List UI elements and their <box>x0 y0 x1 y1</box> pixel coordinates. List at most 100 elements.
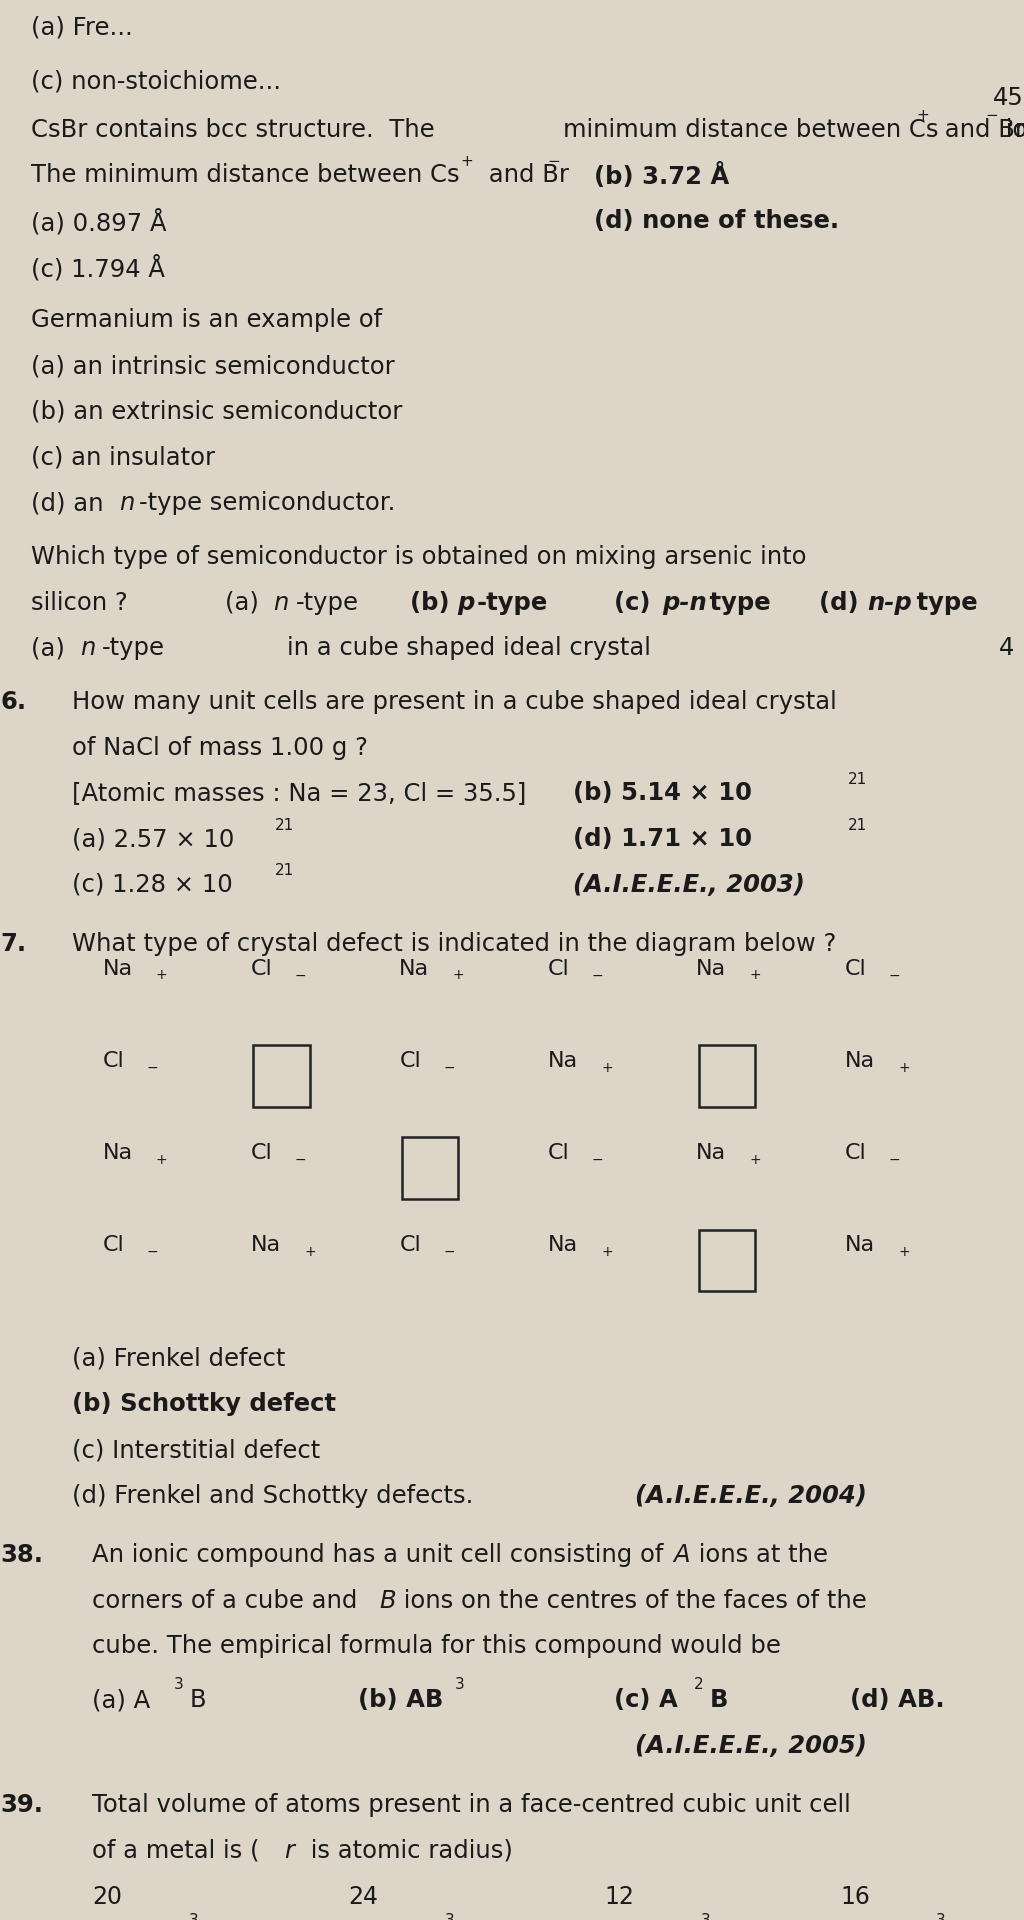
Text: +: + <box>750 1152 761 1167</box>
Text: (A.I.E.E.E., 2003): (A.I.E.E.E., 2003) <box>573 874 805 897</box>
Text: −: − <box>592 1152 603 1167</box>
Text: −: − <box>548 154 560 169</box>
Text: −: − <box>889 1152 900 1167</box>
Text: 12: 12 <box>604 1885 635 1908</box>
Text: 21: 21 <box>848 772 867 787</box>
Text: Na: Na <box>845 1050 874 1071</box>
Text: 3: 3 <box>188 1912 199 1920</box>
Text: What type of crystal defect is indicated in the diagram below ?: What type of crystal defect is indicated… <box>72 931 836 956</box>
Text: 21: 21 <box>274 818 294 833</box>
Text: Cl: Cl <box>548 1142 569 1164</box>
Text: +: + <box>916 108 929 123</box>
Text: 7.: 7. <box>0 931 27 956</box>
Text: (a) 0.897 Å: (a) 0.897 Å <box>31 209 166 236</box>
Text: B: B <box>189 1688 206 1713</box>
Text: n: n <box>273 591 289 614</box>
Text: Na: Na <box>251 1235 281 1256</box>
Text: Which type of semiconductor is obtained on mixing arsenic into: Which type of semiconductor is obtained … <box>31 545 806 568</box>
Text: cube. The empirical formula for this compound would be: cube. The empirical formula for this com… <box>92 1634 781 1659</box>
Text: +: + <box>304 1244 315 1260</box>
Text: n: n <box>119 492 134 515</box>
Bar <box>698 1229 756 1290</box>
Text: 3: 3 <box>936 1912 946 1920</box>
Text: An ionic compound has a unit cell consisting of: An ionic compound has a unit cell consis… <box>92 1544 672 1567</box>
Text: -type semiconductor.: -type semiconductor. <box>139 492 395 515</box>
Text: (d) 1.71 × 10: (d) 1.71 × 10 <box>573 828 753 851</box>
Text: (c) an insulator: (c) an insulator <box>31 445 215 470</box>
Text: [Atomic masses : Na = 23, Cl = 35.5]: [Atomic masses : Na = 23, Cl = 35.5] <box>72 781 526 806</box>
Text: 4: 4 <box>998 636 1014 660</box>
Text: Na: Na <box>399 958 429 979</box>
Text: (a) A: (a) A <box>92 1688 151 1713</box>
Bar <box>401 1137 459 1198</box>
Text: -type: -type <box>101 636 165 660</box>
Text: Cl: Cl <box>102 1235 124 1256</box>
Text: −: − <box>295 1152 306 1167</box>
Text: (A.I.E.E.E., 2004): (A.I.E.E.E., 2004) <box>635 1484 866 1507</box>
Text: −: − <box>146 1060 158 1075</box>
Text: Germanium is an example of: Germanium is an example of <box>31 309 382 332</box>
Text: Cl: Cl <box>102 1050 124 1071</box>
Text: Na: Na <box>548 1050 578 1071</box>
Text: and Br: and Br <box>937 117 1024 142</box>
Text: n: n <box>80 636 95 660</box>
Text: in a cube shaped ideal crystal: in a cube shaped ideal crystal <box>287 636 650 660</box>
Text: ions at the: ions at the <box>691 1544 828 1567</box>
Text: 45: 45 <box>993 86 1024 111</box>
Text: (c) 1.794 Å: (c) 1.794 Å <box>31 255 165 280</box>
Text: (d) AB.: (d) AB. <box>850 1688 944 1713</box>
Text: (d) none of these.: (d) none of these. <box>594 209 839 232</box>
Text: and Br: and Br <box>481 163 569 188</box>
Text: −: − <box>985 108 997 123</box>
Text: 39.: 39. <box>0 1793 43 1816</box>
Text: −: − <box>443 1060 455 1075</box>
Text: Cl: Cl <box>548 958 569 979</box>
Text: +: + <box>898 1244 909 1260</box>
Text: Total volume of atoms present in a face-centred cubic unit cell: Total volume of atoms present in a face-… <box>92 1793 851 1816</box>
Text: of NaCl of mass 1.00 g ?: of NaCl of mass 1.00 g ? <box>72 735 368 760</box>
Text: (a) Frenkel defect: (a) Frenkel defect <box>72 1346 285 1371</box>
Text: (a): (a) <box>31 636 73 660</box>
Text: +: + <box>601 1244 612 1260</box>
Text: 21: 21 <box>848 818 867 833</box>
Text: +: + <box>898 1060 909 1075</box>
Text: minimum distance between Cs: minimum distance between Cs <box>563 117 939 142</box>
Text: of a metal is (: of a metal is ( <box>92 1839 260 1862</box>
Text: (b) Schottky defect: (b) Schottky defect <box>72 1392 336 1417</box>
Text: (a) an intrinsic semiconductor: (a) an intrinsic semiconductor <box>31 353 394 378</box>
Text: (d) Frenkel and Schottky defects.: (d) Frenkel and Schottky defects. <box>72 1484 473 1507</box>
Text: type: type <box>908 591 978 614</box>
Text: 38.: 38. <box>0 1544 43 1567</box>
Text: Cl: Cl <box>845 958 866 979</box>
Text: ions: ions <box>998 117 1024 142</box>
Text: (d): (d) <box>819 591 867 614</box>
Bar <box>698 1044 756 1106</box>
Text: (c) A: (c) A <box>614 1688 678 1713</box>
Text: (a) Fre...: (a) Fre... <box>31 15 132 40</box>
Text: 20: 20 <box>92 1885 123 1908</box>
Text: Na: Na <box>102 1142 132 1164</box>
Text: +: + <box>453 968 464 983</box>
Text: CsBr contains bcc structure.  The: CsBr contains bcc structure. The <box>31 117 434 142</box>
Text: −: − <box>295 968 306 983</box>
Text: −: − <box>146 1244 158 1260</box>
Text: 3: 3 <box>455 1676 465 1692</box>
Text: is atomic radius): is atomic radius) <box>303 1839 513 1862</box>
Text: +: + <box>156 968 167 983</box>
Text: A: A <box>674 1544 690 1567</box>
Text: (c) Interstitial defect: (c) Interstitial defect <box>72 1438 319 1463</box>
Text: (a): (a) <box>225 591 267 614</box>
Text: (c): (c) <box>614 591 659 614</box>
Text: Na: Na <box>548 1235 578 1256</box>
Text: 3: 3 <box>700 1912 711 1920</box>
Text: p-n: p-n <box>663 591 708 614</box>
Text: corners of a cube and: corners of a cube and <box>92 1588 366 1613</box>
Text: B: B <box>379 1588 395 1613</box>
Text: (d) an: (d) an <box>31 492 111 515</box>
Text: (b) 3.72 Å: (b) 3.72 Å <box>594 163 729 190</box>
Text: (b): (b) <box>410 591 458 614</box>
Text: +: + <box>750 968 761 983</box>
Text: (b) AB: (b) AB <box>358 1688 443 1713</box>
Text: Na: Na <box>845 1235 874 1256</box>
Bar <box>254 1044 310 1106</box>
